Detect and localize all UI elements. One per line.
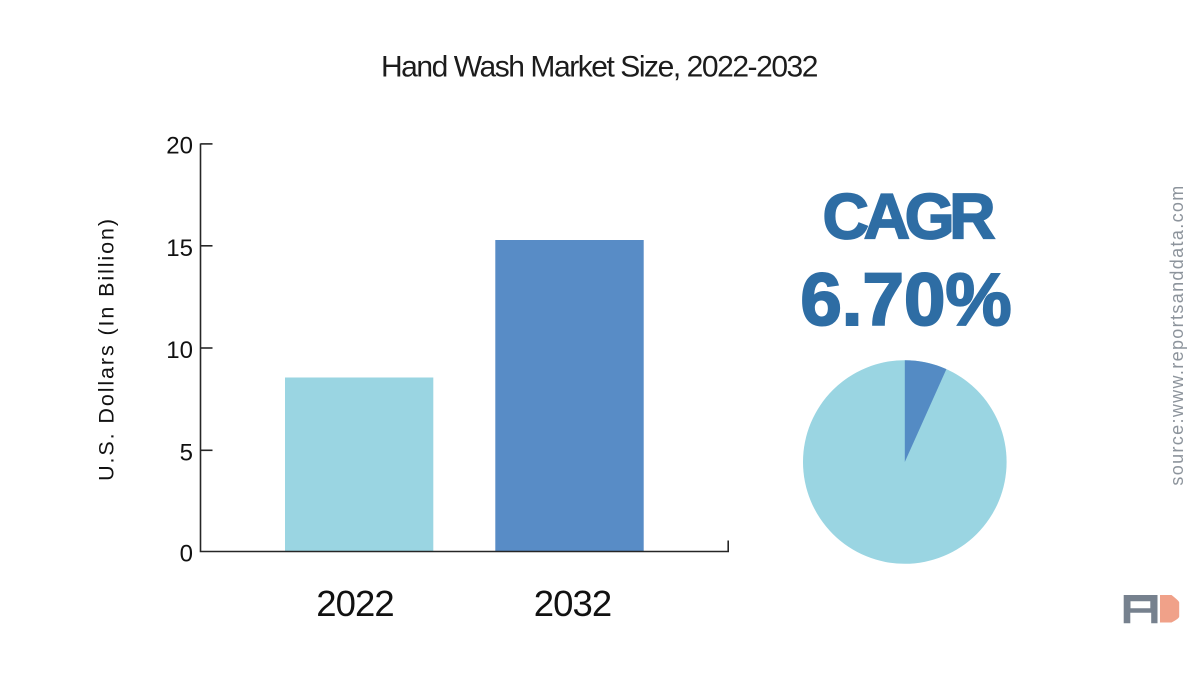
svg-text:6.70%: 6.70% (800, 258, 1011, 341)
svg-text:CAGR: CAGR (823, 181, 995, 253)
svg-text:2022: 2022 (316, 583, 394, 624)
svg-text:source:www.reportsanddata.com: source:www.reportsanddata.com (1167, 184, 1187, 485)
svg-text:15: 15 (166, 235, 193, 262)
svg-text:10: 10 (166, 337, 193, 364)
svg-text:5: 5 (180, 439, 193, 466)
svg-text:2032: 2032 (534, 583, 612, 624)
svg-text:0: 0 (180, 541, 193, 568)
svg-text:Hand Wash Market Size, 2022-20: Hand Wash Market Size, 2022-2032 (381, 50, 818, 83)
svg-text:U.S. Dollars (In Billion): U.S. Dollars (In Billion) (95, 217, 119, 481)
svg-text:20: 20 (166, 133, 193, 160)
